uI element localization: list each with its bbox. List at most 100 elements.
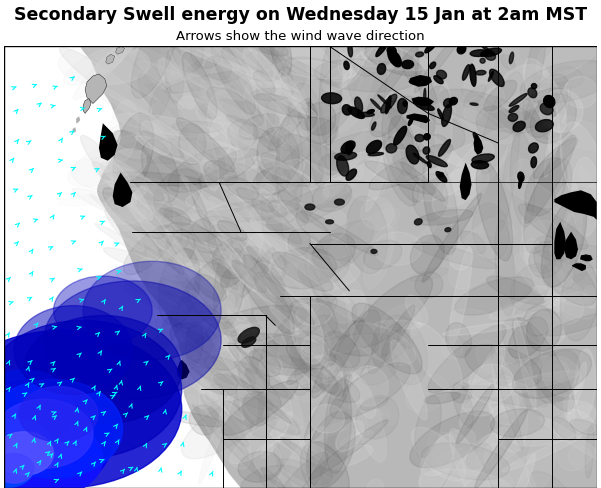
Ellipse shape xyxy=(253,167,290,196)
Ellipse shape xyxy=(348,107,364,119)
Ellipse shape xyxy=(538,101,556,116)
Ellipse shape xyxy=(170,323,239,370)
Ellipse shape xyxy=(463,386,548,407)
Ellipse shape xyxy=(14,305,132,394)
Ellipse shape xyxy=(235,333,336,369)
Ellipse shape xyxy=(505,177,557,207)
Ellipse shape xyxy=(90,194,203,284)
Ellipse shape xyxy=(353,56,377,77)
Ellipse shape xyxy=(568,363,587,414)
Ellipse shape xyxy=(261,160,305,193)
Ellipse shape xyxy=(209,197,284,267)
Ellipse shape xyxy=(513,349,591,398)
Ellipse shape xyxy=(530,94,576,143)
Ellipse shape xyxy=(266,184,352,230)
Ellipse shape xyxy=(228,308,256,344)
Ellipse shape xyxy=(438,89,537,133)
Ellipse shape xyxy=(376,41,388,57)
Ellipse shape xyxy=(0,432,53,475)
Ellipse shape xyxy=(207,90,253,158)
Ellipse shape xyxy=(100,162,168,203)
Polygon shape xyxy=(106,54,115,64)
Ellipse shape xyxy=(351,376,376,418)
Ellipse shape xyxy=(307,411,355,488)
Ellipse shape xyxy=(117,272,235,350)
Ellipse shape xyxy=(290,333,311,366)
Ellipse shape xyxy=(346,169,356,180)
Ellipse shape xyxy=(417,209,473,225)
Ellipse shape xyxy=(183,52,217,119)
Ellipse shape xyxy=(254,272,284,303)
Ellipse shape xyxy=(317,370,341,417)
Ellipse shape xyxy=(108,192,147,231)
Polygon shape xyxy=(554,190,597,220)
Ellipse shape xyxy=(450,247,472,346)
Ellipse shape xyxy=(375,320,423,329)
Ellipse shape xyxy=(0,419,53,478)
Ellipse shape xyxy=(189,140,252,171)
Ellipse shape xyxy=(44,281,221,399)
Polygon shape xyxy=(460,163,472,200)
Ellipse shape xyxy=(181,137,212,174)
Ellipse shape xyxy=(192,225,276,304)
Ellipse shape xyxy=(436,172,447,182)
Ellipse shape xyxy=(288,83,327,187)
Ellipse shape xyxy=(81,135,153,220)
Ellipse shape xyxy=(305,420,356,442)
Ellipse shape xyxy=(0,321,182,458)
Ellipse shape xyxy=(198,379,251,469)
Ellipse shape xyxy=(159,249,184,275)
Ellipse shape xyxy=(520,220,561,266)
Ellipse shape xyxy=(109,124,152,158)
Ellipse shape xyxy=(179,301,208,340)
Ellipse shape xyxy=(535,120,554,132)
Ellipse shape xyxy=(513,318,556,334)
Ellipse shape xyxy=(172,122,222,133)
Ellipse shape xyxy=(192,404,261,477)
Ellipse shape xyxy=(58,42,150,85)
Ellipse shape xyxy=(524,311,565,346)
Ellipse shape xyxy=(207,8,261,101)
Ellipse shape xyxy=(218,179,281,276)
Ellipse shape xyxy=(491,409,545,437)
Ellipse shape xyxy=(509,454,535,488)
Ellipse shape xyxy=(525,158,567,216)
Ellipse shape xyxy=(450,428,498,488)
Ellipse shape xyxy=(560,122,601,217)
Ellipse shape xyxy=(58,191,145,206)
Ellipse shape xyxy=(519,176,522,188)
Ellipse shape xyxy=(147,250,237,355)
Ellipse shape xyxy=(169,39,202,82)
Ellipse shape xyxy=(460,344,505,428)
Ellipse shape xyxy=(285,41,329,78)
Ellipse shape xyxy=(207,87,264,126)
Ellipse shape xyxy=(273,83,305,115)
Ellipse shape xyxy=(72,188,182,236)
Polygon shape xyxy=(99,123,118,161)
Ellipse shape xyxy=(275,122,299,145)
Ellipse shape xyxy=(170,205,221,305)
Ellipse shape xyxy=(325,115,391,185)
Ellipse shape xyxy=(342,105,352,115)
Ellipse shape xyxy=(424,134,430,140)
Ellipse shape xyxy=(148,288,196,363)
Ellipse shape xyxy=(446,323,472,358)
Ellipse shape xyxy=(243,31,288,116)
Ellipse shape xyxy=(258,137,277,151)
Ellipse shape xyxy=(211,39,255,114)
Ellipse shape xyxy=(329,208,400,259)
Ellipse shape xyxy=(426,103,456,122)
Ellipse shape xyxy=(415,63,441,125)
Ellipse shape xyxy=(507,401,596,446)
Ellipse shape xyxy=(197,133,219,191)
Ellipse shape xyxy=(418,135,451,167)
Ellipse shape xyxy=(316,355,343,400)
Ellipse shape xyxy=(378,95,391,108)
Ellipse shape xyxy=(361,197,394,230)
Ellipse shape xyxy=(105,179,168,224)
Ellipse shape xyxy=(188,216,239,253)
Ellipse shape xyxy=(420,113,465,151)
Ellipse shape xyxy=(397,99,407,114)
Ellipse shape xyxy=(0,330,182,488)
Ellipse shape xyxy=(212,340,257,379)
